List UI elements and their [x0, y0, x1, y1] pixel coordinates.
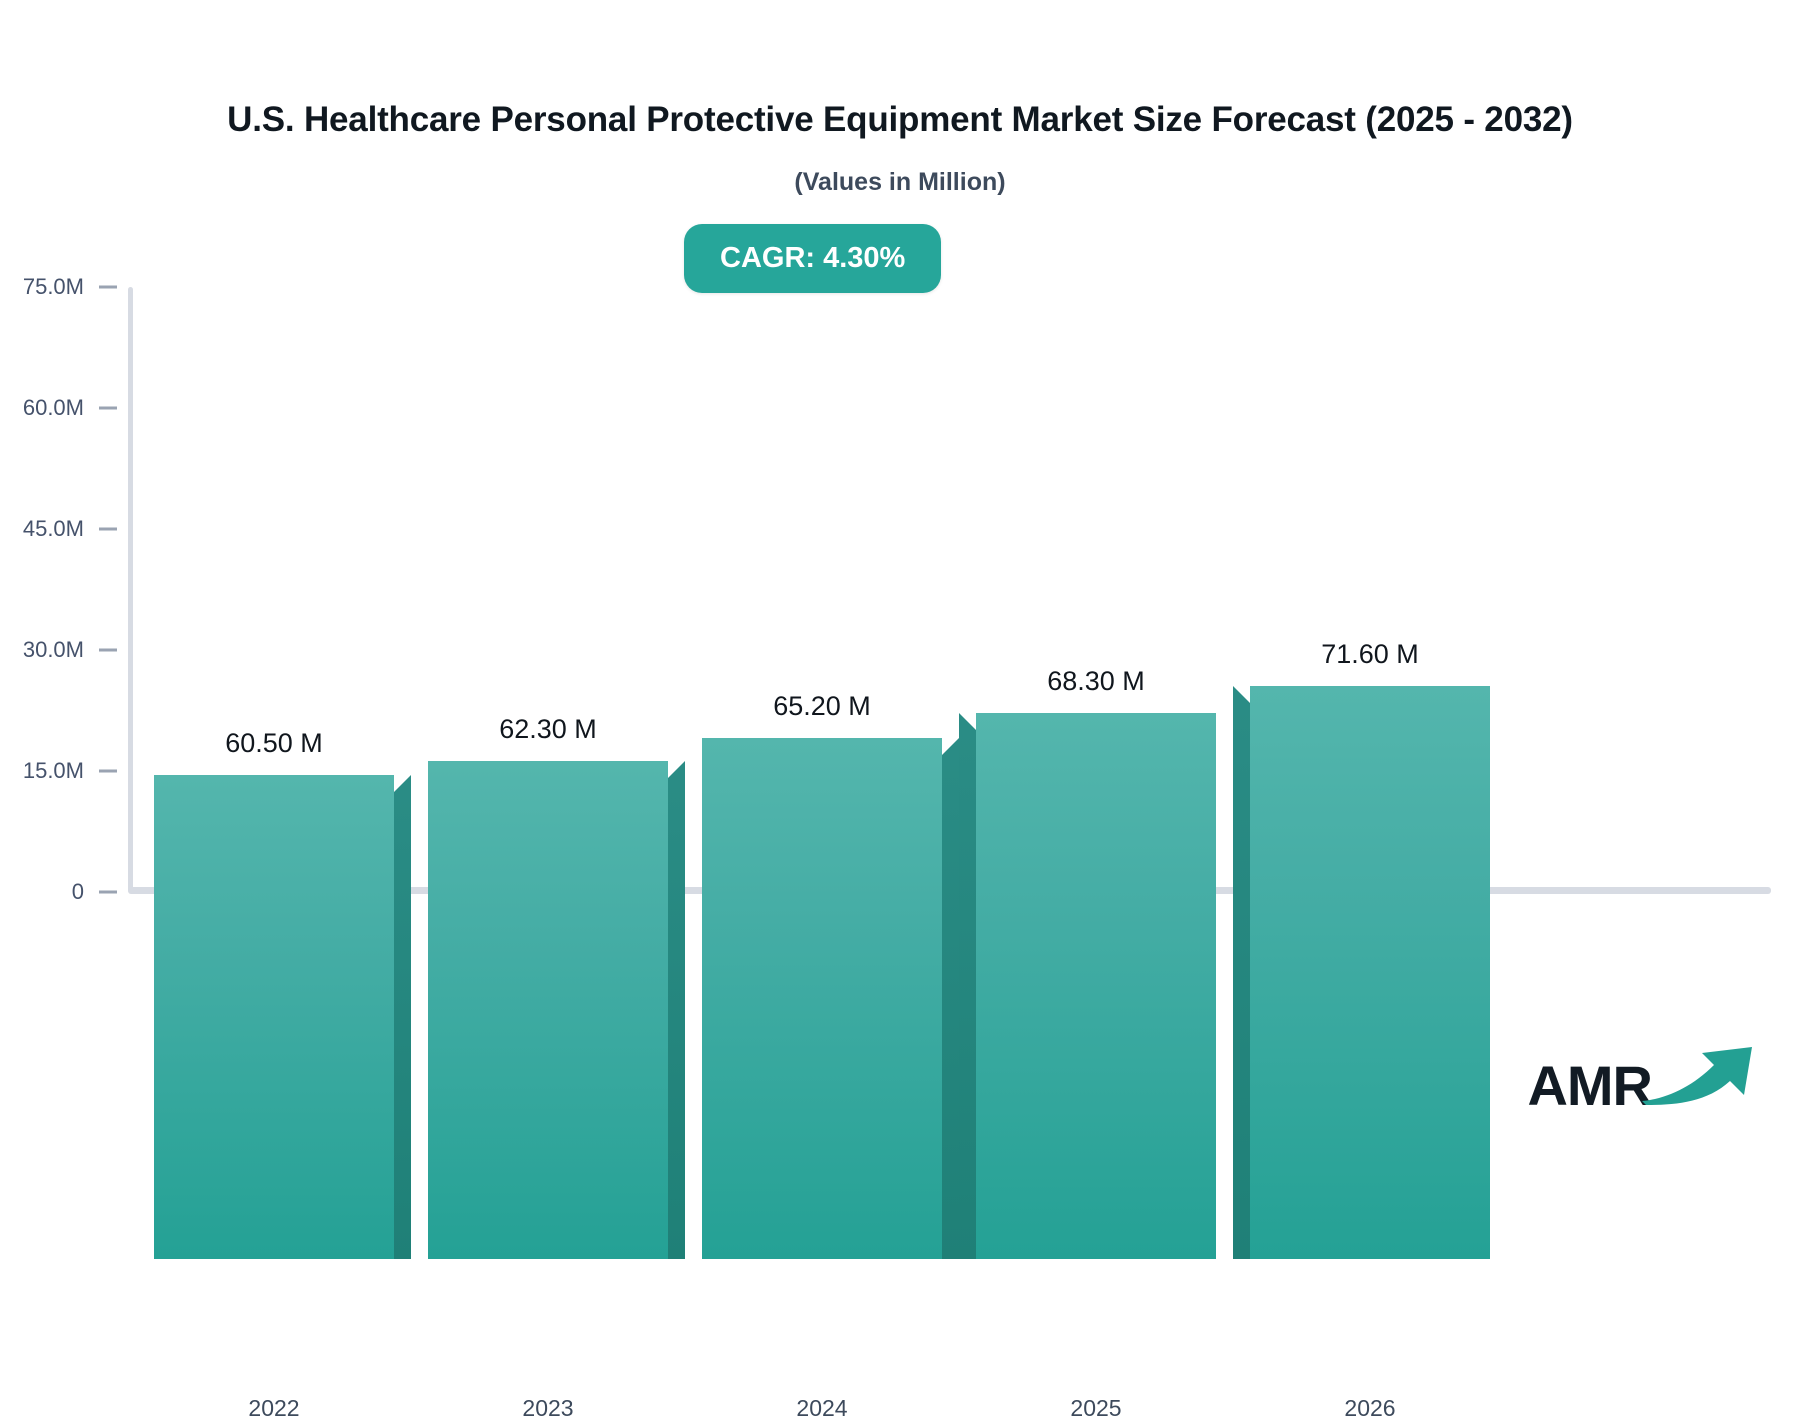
growth-arrow-icon — [1640, 1043, 1758, 1110]
bar-side-2022 — [394, 792, 411, 1259]
bar-value-2026: 71.60 M — [1321, 639, 1419, 669]
y-tick-dash-45 — [99, 527, 117, 531]
chart-card: U.S. Healthcare Personal Protective Equi… — [22, 100, 1771, 1421]
y-tick-label-45: 45.0M — [22, 516, 84, 541]
bar-group-2025[interactable]: 68.30 M 2025 — [959, 666, 1216, 1421]
y-tick-dash-15 — [99, 769, 117, 773]
y-tick-dash-60 — [99, 406, 117, 410]
x-tick-label-2024: 2024 — [796, 1395, 848, 1421]
y-tick-label-0: 0 — [71, 879, 84, 904]
y-tick-dash-75 — [99, 285, 117, 289]
plot-area: 60.50 M 2022 62.30 M 2023 65.20 M 2024 6… — [128, 287, 1771, 1421]
bar-face-2023 — [428, 761, 668, 1259]
y-tick-label-75: 75.0M — [22, 274, 84, 299]
bar-group-2024[interactable]: 65.20 M 2024 — [702, 691, 959, 1421]
bar-group-2022[interactable]: 60.50 M 2022 — [154, 728, 411, 1421]
bar-value-2023: 62.30 M — [499, 714, 597, 744]
bar-side-2026 — [1233, 703, 1250, 1259]
x-tick-label-2022: 2022 — [248, 1395, 300, 1421]
bar-value-2025: 68.30 M — [1047, 666, 1145, 696]
y-tick-label-15: 15.0M — [22, 758, 84, 783]
y-tick-label-60: 60.0M — [22, 395, 84, 420]
y-axis-line — [128, 287, 133, 892]
bar-face-2022 — [154, 775, 394, 1259]
bar-bevel-2025 — [959, 713, 976, 730]
bar-value-2024: 65.20 M — [773, 691, 871, 721]
amr-logo-text: AMR — [1527, 1054, 1653, 1117]
bar-side-2025 — [959, 730, 976, 1259]
bar-group-2026[interactable]: 71.60 M 2026 — [1233, 639, 1490, 1421]
bar-bevel-2024 — [942, 738, 959, 755]
bar-face-2026 — [1250, 686, 1490, 1259]
bar-face-2025 — [976, 713, 1216, 1259]
bar-value-2022: 60.50 M — [225, 728, 323, 758]
amr-logo: AMR — [1527, 1043, 1758, 1114]
y-tick-dash-30 — [99, 648, 117, 652]
x-tick-label-2023: 2023 — [522, 1395, 574, 1421]
bar-bevel-2022 — [394, 775, 411, 792]
chart-subtitle: (Values in Million) — [794, 168, 1006, 196]
bar-face-2024 — [702, 738, 942, 1259]
bar-side-2024 — [942, 755, 959, 1259]
bar-bevel-2026 — [1233, 686, 1250, 703]
x-tick-label-2025: 2025 — [1070, 1395, 1122, 1421]
bar-bevel-2023 — [668, 761, 685, 778]
y-tick-dash-0 — [99, 890, 117, 894]
chart-title: U.S. Healthcare Personal Protective Equi… — [227, 100, 1573, 139]
cagr-badge: CAGR: 4.30% — [684, 224, 942, 293]
bar-group-2023[interactable]: 62.30 M 2023 — [428, 714, 685, 1421]
bar-side-2023 — [668, 778, 685, 1259]
y-tick-label-30: 30.0M — [22, 637, 84, 662]
x-tick-label-2026: 2026 — [1344, 1395, 1396, 1421]
